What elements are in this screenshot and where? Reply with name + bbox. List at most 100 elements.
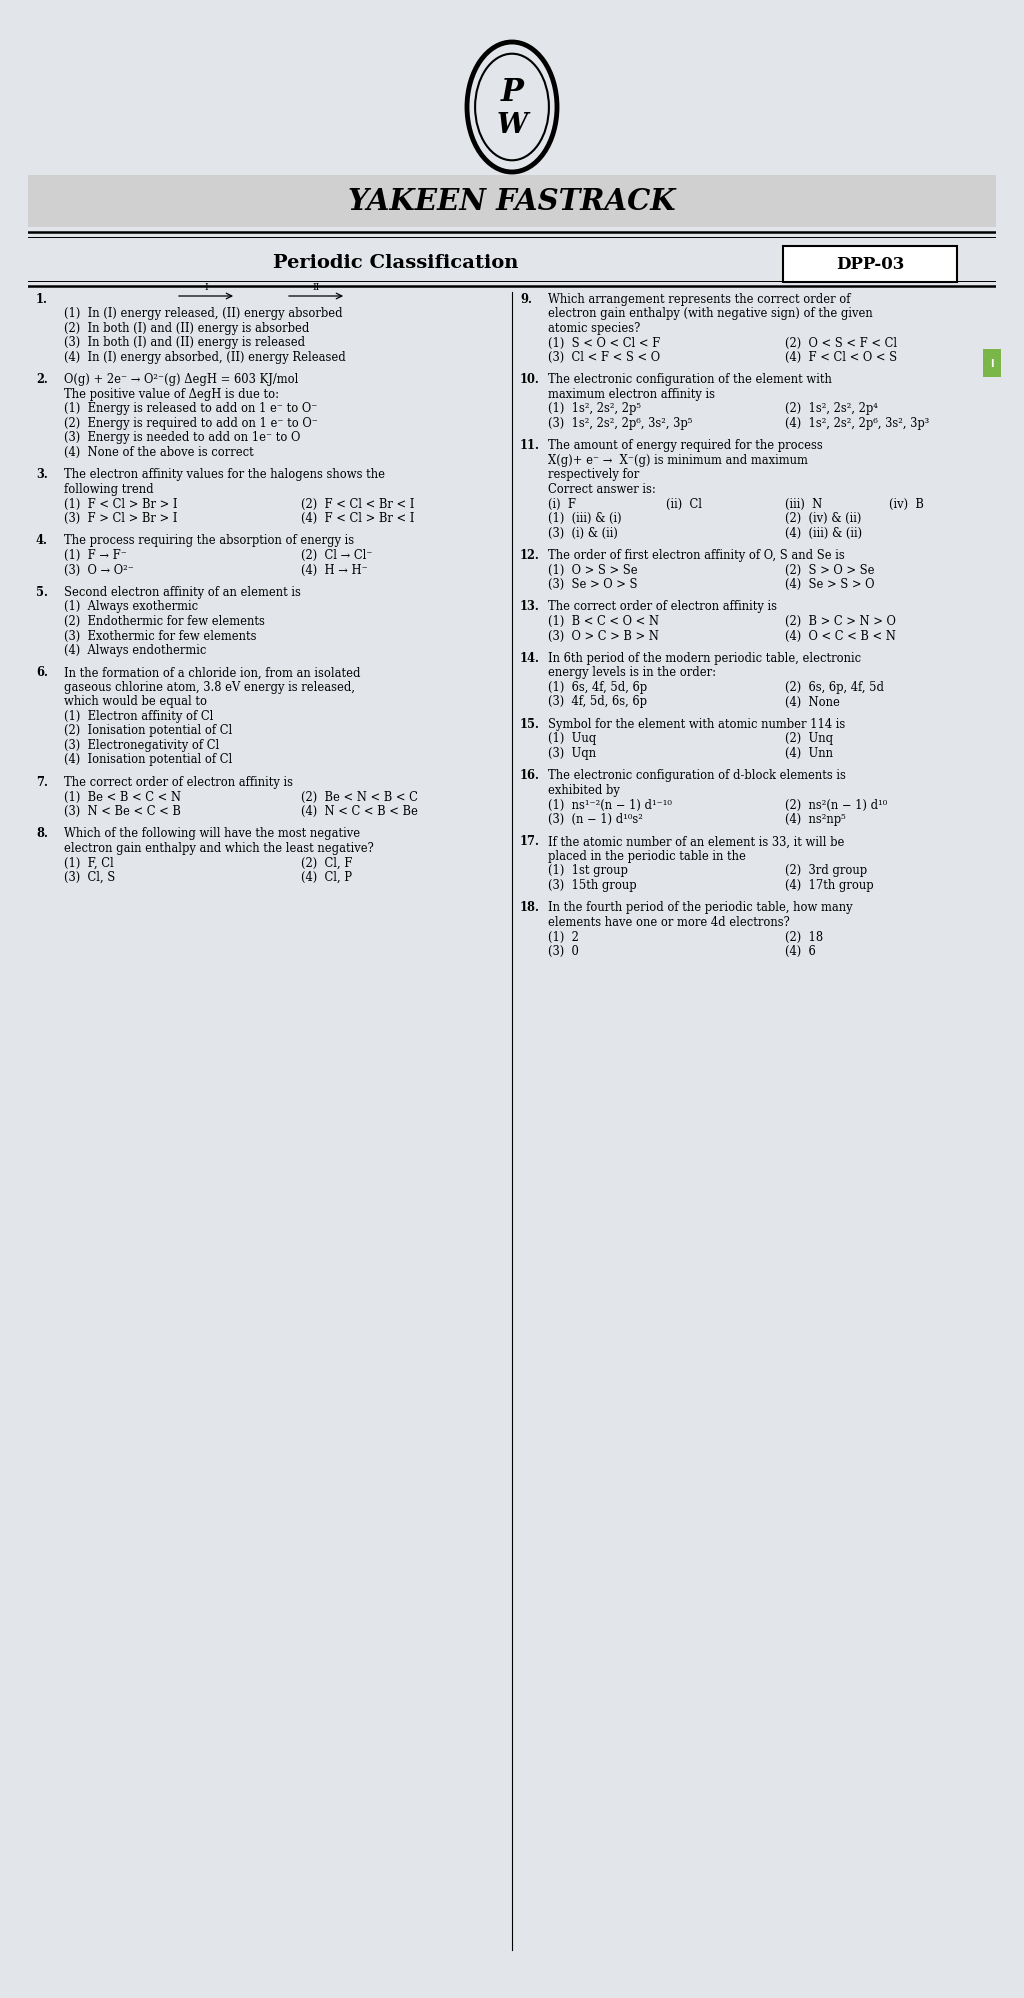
Text: (2)  18: (2) 18 [785,929,823,943]
Text: (4)  Unn: (4) Unn [785,747,833,759]
Text: O(g) + 2e⁻ → O²⁻(g) ΔegH = 603 KJ/mol: O(g) + 2e⁻ → O²⁻(g) ΔegH = 603 KJ/mol [63,374,298,386]
Text: exhibited by: exhibited by [548,783,620,797]
Text: (1)  1s², 2s², 2p⁵: (1) 1s², 2s², 2p⁵ [548,402,641,416]
Text: (3)  15th group: (3) 15th group [548,879,637,891]
Text: (4)  F < Cl > Br < I: (4) F < Cl > Br < I [301,511,415,525]
Text: The electronic configuration of the element with: The electronic configuration of the elem… [548,374,831,386]
Text: 10.: 10. [520,374,540,386]
Text: 4.: 4. [36,533,48,547]
Text: W: W [497,112,527,140]
Text: (4)  17th group: (4) 17th group [785,879,873,891]
Text: (4)  6: (4) 6 [785,945,816,957]
Text: (2)  ns²(n − 1) d¹⁰: (2) ns²(n − 1) d¹⁰ [785,797,887,811]
Text: Correct answer is:: Correct answer is: [548,484,655,496]
Text: (1)  1st group: (1) 1st group [548,863,628,877]
Text: (2)  Ionisation potential of Cl: (2) Ionisation potential of Cl [63,723,232,737]
Text: (4)  N < C < B < Be: (4) N < C < B < Be [301,805,418,817]
Text: 2.: 2. [36,374,48,386]
Text: DPP-03: DPP-03 [836,256,904,274]
Text: (2)  Endothermic for few elements: (2) Endothermic for few elements [63,615,265,627]
Text: (4)  H → H⁻: (4) H → H⁻ [301,563,368,575]
Text: (3)  N < Be < C < B: (3) N < Be < C < B [63,805,181,817]
Text: P: P [501,78,523,108]
Text: 8.: 8. [36,827,48,839]
Text: (1)  Be < B < C < N: (1) Be < B < C < N [63,789,181,803]
Text: (3)  In both (I) and (II) energy is released: (3) In both (I) and (II) energy is relea… [63,336,305,350]
Text: (2)  6s, 6p, 4f, 5d: (2) 6s, 6p, 4f, 5d [785,681,884,693]
Text: (2)  Energy is required to add on 1 e⁻ to O⁻: (2) Energy is required to add on 1 e⁻ to… [63,418,317,430]
Text: (3)  (n − 1) d¹⁰s²: (3) (n − 1) d¹⁰s² [548,813,643,825]
Text: (4)  Se > S > O: (4) Se > S > O [785,577,874,591]
Text: (1)  Electron affinity of Cl: (1) Electron affinity of Cl [63,709,213,723]
Text: (2)  Unq: (2) Unq [785,731,834,745]
Text: (2)  Cl, F: (2) Cl, F [301,855,352,869]
Text: 17.: 17. [520,835,540,847]
Text: Periodic Classification: Periodic Classification [273,254,518,272]
Text: (4)  Ionisation potential of Cl: (4) Ionisation potential of Cl [63,753,232,765]
Text: (3)  O > C > B > N: (3) O > C > B > N [548,629,658,641]
Text: (3)  0: (3) 0 [548,945,579,957]
Text: 12.: 12. [520,549,540,561]
Text: (2)  1s², 2s², 2p⁴: (2) 1s², 2s², 2p⁴ [785,402,878,416]
Text: (1)  (iii) & (i): (1) (iii) & (i) [548,511,622,525]
Text: (1)  O > S > Se: (1) O > S > Se [548,563,638,575]
Text: 9.: 9. [520,294,531,306]
Text: II: II [312,284,319,292]
Text: 15.: 15. [520,717,540,731]
Text: (2)  O < S < F < Cl: (2) O < S < F < Cl [785,336,897,350]
Text: YAKEEN FASTRACK: YAKEEN FASTRACK [348,188,676,216]
Text: (2)  F < Cl < Br < I: (2) F < Cl < Br < I [301,498,415,509]
Text: respectively for: respectively for [548,468,639,482]
Text: atomic species?: atomic species? [548,322,640,336]
Text: (3)  O → O²⁻: (3) O → O²⁻ [63,563,134,575]
Text: The order of first electron affinity of O, S and Se is: The order of first electron affinity of … [548,549,845,561]
Text: Which arrangement represents the correct order of: Which arrangement represents the correct… [548,294,851,306]
Text: (1)  Uuq: (1) Uuq [548,731,596,745]
Text: 3.: 3. [36,468,48,482]
Text: (4)  In (I) energy absorbed, (II) energy Released: (4) In (I) energy absorbed, (II) energy … [63,352,346,364]
Text: 13.: 13. [520,599,540,613]
Text: In 6th period of the modern periodic table, electronic: In 6th period of the modern periodic tab… [548,651,861,665]
Text: 6.: 6. [36,665,48,679]
Text: In the formation of a chloride ion, from an isolated: In the formation of a chloride ion, from… [63,665,360,679]
Text: (4)  Always endothermic: (4) Always endothermic [63,643,207,657]
Text: (4)  (iii) & (ii): (4) (iii) & (ii) [785,525,862,539]
Text: In the fourth period of the periodic table, how many: In the fourth period of the periodic tab… [548,901,853,913]
Text: (3)  Exothermic for few elements: (3) Exothermic for few elements [63,629,256,641]
Text: (4)  None of the above is correct: (4) None of the above is correct [63,446,254,460]
Text: (3)  4f, 5d, 6s, 6p: (3) 4f, 5d, 6s, 6p [548,695,647,707]
Text: (1)  2: (1) 2 [548,929,579,943]
Text: The process requiring the absorption of energy is: The process requiring the absorption of … [63,533,354,547]
Text: (2)  Be < N < B < C: (2) Be < N < B < C [301,789,418,803]
Text: which would be equal to: which would be equal to [63,695,207,707]
Text: I: I [204,284,208,292]
Text: (1)  B < C < O < N: (1) B < C < O < N [548,615,659,627]
Text: (3)  Cl, S: (3) Cl, S [63,871,116,883]
Text: 1.: 1. [36,294,48,306]
Text: X(g)+ e⁻ →  X⁻(g) is minimum and maximum: X(g)+ e⁻ → X⁻(g) is minimum and maximum [548,454,808,468]
Bar [28,176,996,228]
Text: The positive value of ΔegH is due to:: The positive value of ΔegH is due to: [63,388,279,402]
Text: (ii)  Cl: (ii) Cl [667,498,702,509]
Text: (1)  F < Cl > Br > I: (1) F < Cl > Br > I [63,498,177,509]
Bar [783,248,957,284]
Text: 16.: 16. [520,769,540,781]
Text: (1)  Energy is released to add on 1 e⁻ to O⁻: (1) Energy is released to add on 1 e⁻ to… [63,402,317,416]
Text: maximum electron affinity is: maximum electron affinity is [548,388,715,402]
Text: energy levels is in the order:: energy levels is in the order: [548,665,716,679]
Text: (1)  F → F⁻: (1) F → F⁻ [63,549,127,561]
Text: (3)  (i) & (ii): (3) (i) & (ii) [548,525,617,539]
Text: (3)  Cl < F < S < O: (3) Cl < F < S < O [548,352,660,364]
Text: 14.: 14. [520,651,540,665]
Text: elements have one or more 4d electrons?: elements have one or more 4d electrons? [548,915,790,929]
Text: The electron affinity values for the halogens shows the: The electron affinity values for the hal… [63,468,385,482]
Text: (1)  S < O < Cl < F: (1) S < O < Cl < F [548,336,660,350]
Text: gaseous chlorine atom, 3.8 eV energy is released,: gaseous chlorine atom, 3.8 eV energy is … [63,681,355,693]
Text: Symbol for the element with atomic number 114 is: Symbol for the element with atomic numbe… [548,717,845,731]
Text: (1)  F, Cl: (1) F, Cl [63,855,114,869]
Text: (4)  F < Cl < O < S: (4) F < Cl < O < S [785,352,897,364]
Text: 18.: 18. [520,901,540,913]
Text: If the atomic number of an element is 33, it will be: If the atomic number of an element is 33… [548,835,845,847]
Text: (4)  Cl, P: (4) Cl, P [301,871,352,883]
Text: The electronic configuration of d-block elements is: The electronic configuration of d-block … [548,769,846,781]
